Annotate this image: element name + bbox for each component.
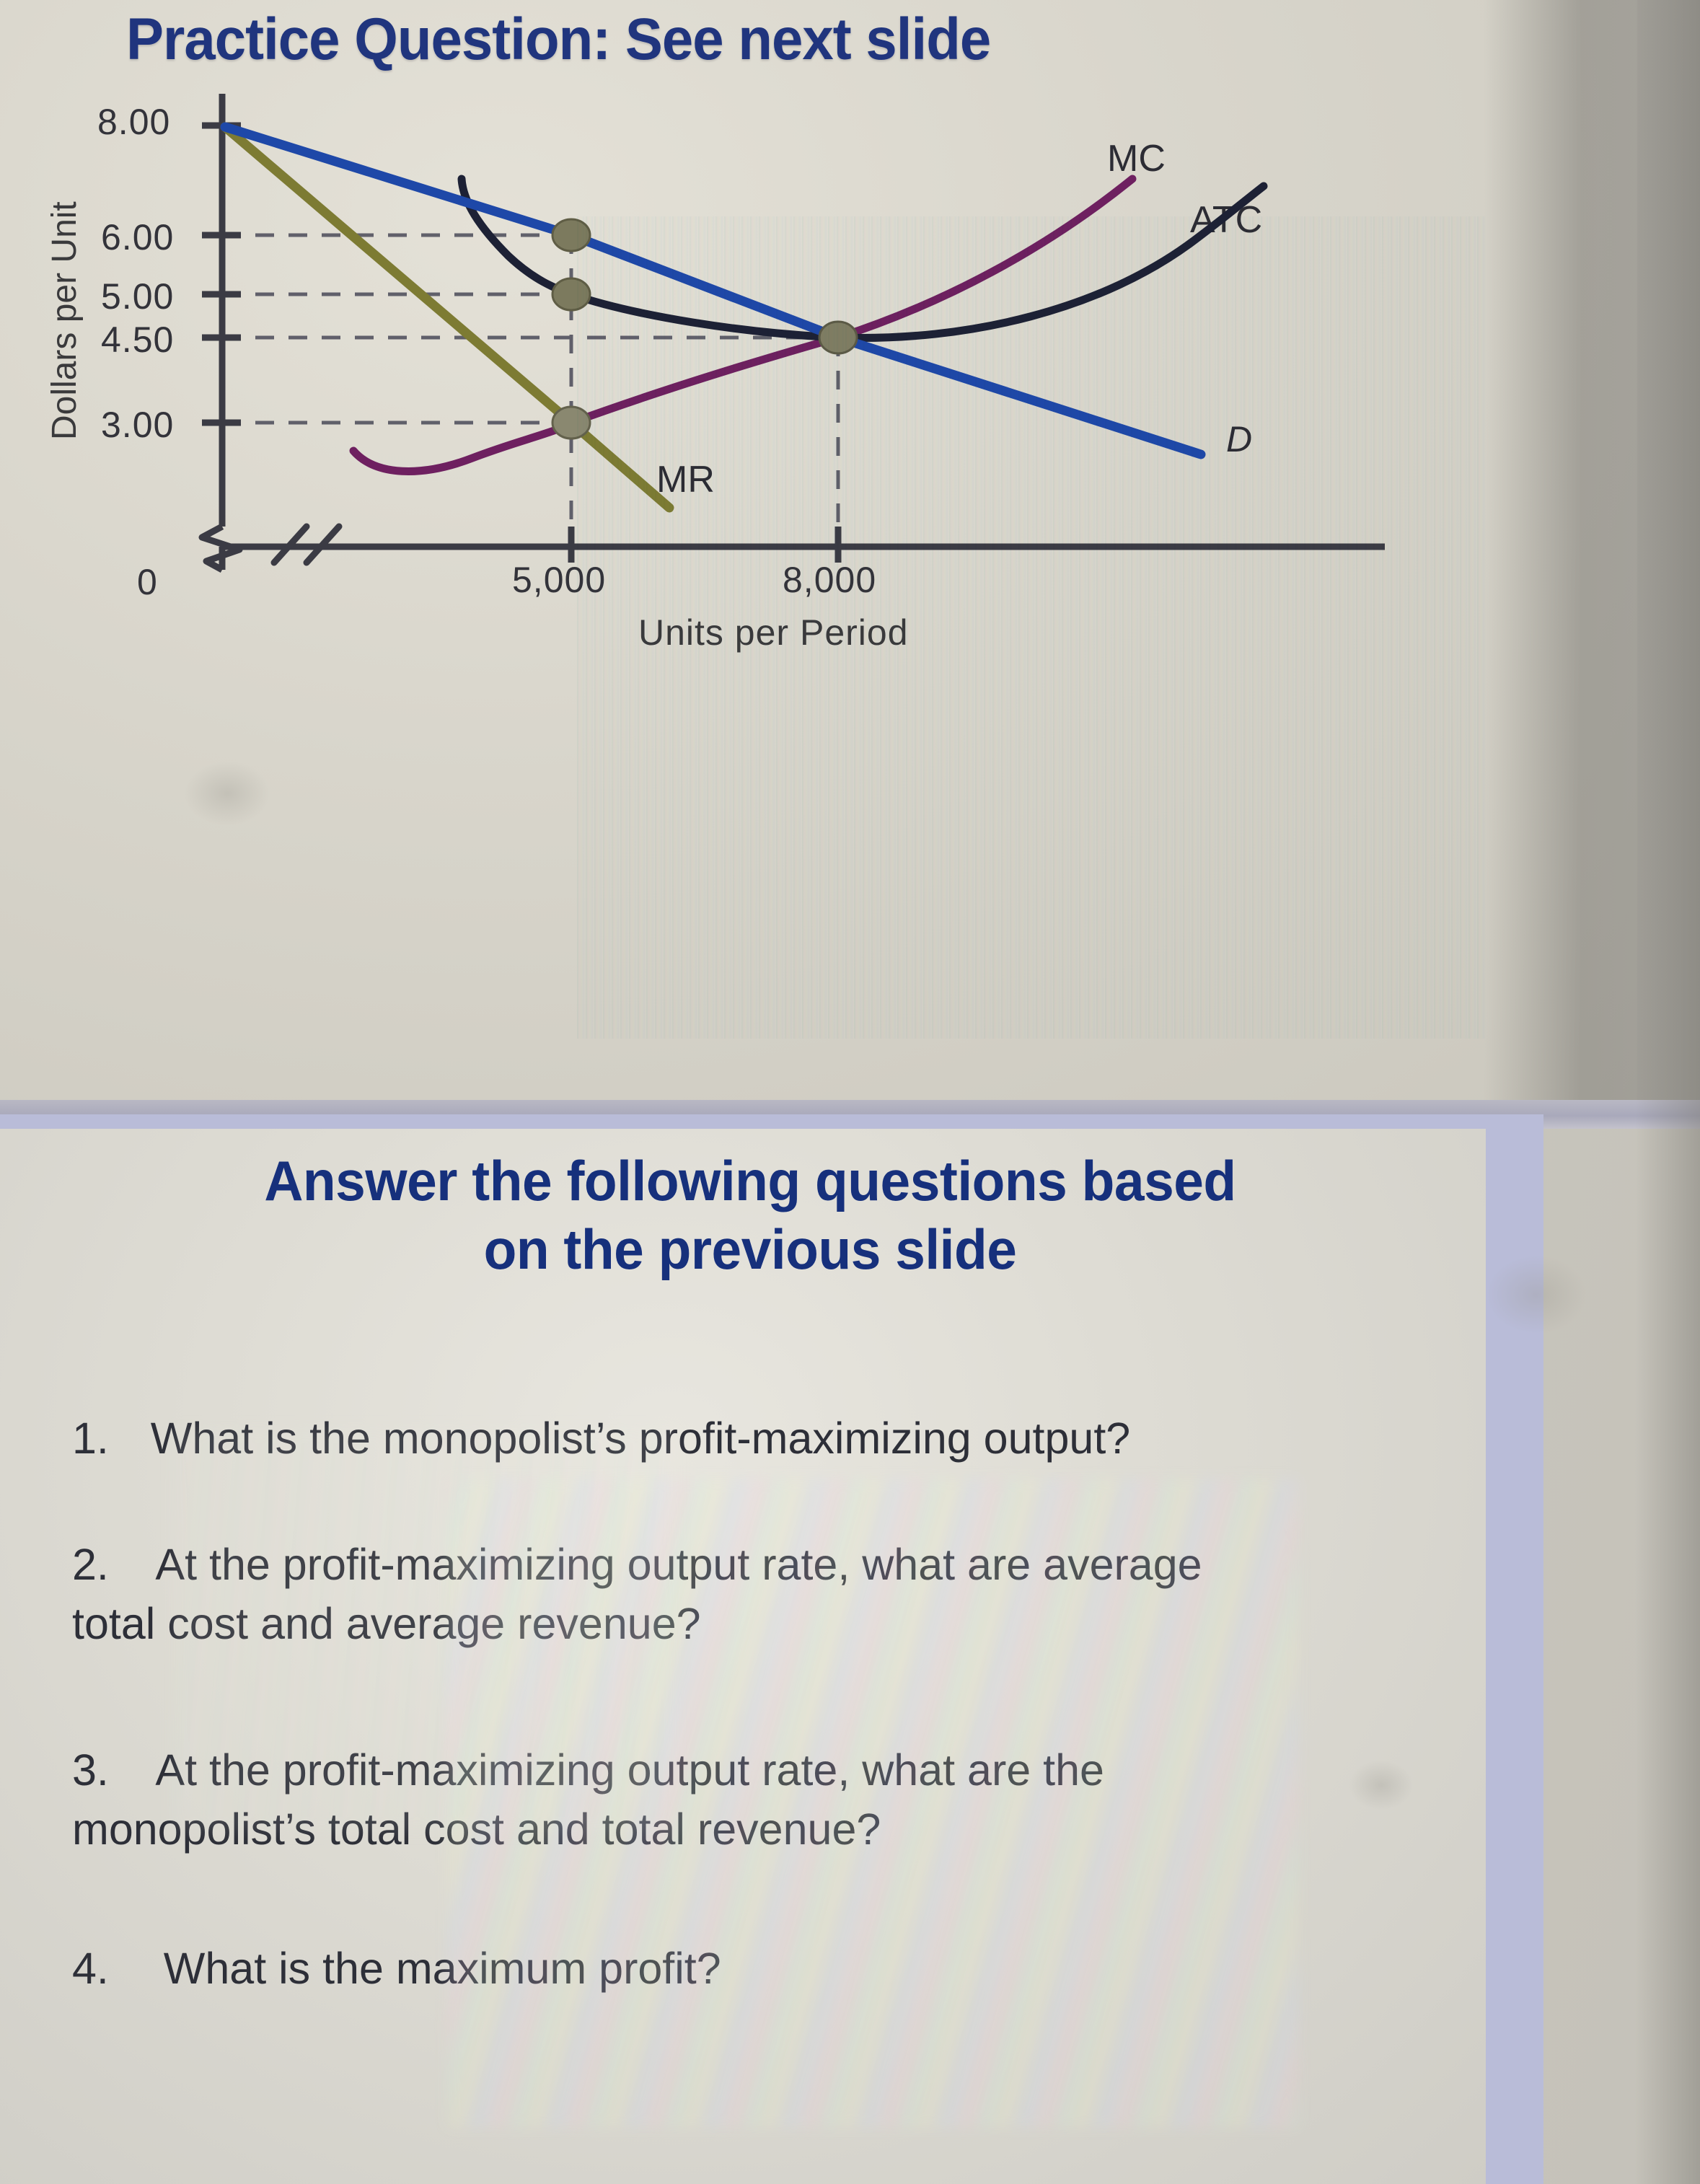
page-title: Practice Question: See next slide: [126, 6, 991, 72]
x-tick-label-5000: 5,000: [512, 560, 607, 600]
mr-curve: [220, 122, 674, 513]
question-3-text-1: At the profit-maximizing output rate, wh…: [155, 1745, 1104, 1795]
x-axis-break-mark: [270, 523, 343, 566]
top-slide: Practice Question: See next slide Dollar…: [0, 0, 1637, 1100]
demand-curve: [220, 122, 1206, 459]
question-3-line-1: 3. At the profit-maximizing output rate,…: [72, 1742, 1104, 1798]
question-3-number: 3.: [72, 1745, 109, 1795]
question-1: 1. What is the monopolist’s profit-maxim…: [72, 1410, 1130, 1466]
question-1-line-1: What is the monopolist’s profit-maximizi…: [150, 1414, 1131, 1463]
y-tick-label-6: 6.00: [101, 217, 175, 257]
x-axis-ticks: [568, 527, 842, 563]
question-2-text-1: At the profit-maximizing output rate, wh…: [155, 1540, 1202, 1589]
y-tick-label-8: 8.00: [97, 102, 171, 142]
bottom-slide: [0, 1129, 1486, 2184]
marker-5000-5: [551, 277, 591, 312]
curve-label-d: D: [1226, 419, 1253, 459]
right-edge-shadow: [1635, 0, 1700, 2184]
question-2-line-2: total cost and average revenue?: [72, 1599, 701, 1648]
question-4: 4. What is the maximum profit?: [72, 1940, 721, 1996]
atc-curve: [457, 175, 1268, 342]
marker-8000-4-50: [818, 320, 858, 355]
question-2-line-1: 2. At the profit-maximizing output rate,…: [72, 1536, 1202, 1593]
y-tick-label-5: 5.00: [101, 276, 175, 317]
chart-plot-svg: [198, 94, 1385, 573]
question-2-number: 2.: [72, 1540, 109, 1589]
marker-5000-6: [551, 218, 591, 252]
question-1-number: 1.: [72, 1414, 109, 1463]
x-origin-label: 0: [137, 562, 158, 602]
curve-label-mr: MR: [656, 459, 715, 501]
y-tick-label-4-50: 4.50: [101, 320, 175, 360]
mc-curve: [349, 175, 1137, 475]
x-tick-label-8000: 8,000: [783, 560, 877, 600]
intersection-markers: [551, 218, 858, 440]
y-tick-label-3: 3.00: [101, 405, 175, 445]
top-slide-content: Practice Question: See next slide Dollar…: [0, 0, 1637, 1100]
curve-label-mc: MC: [1107, 138, 1166, 180]
marker-5000-3: [551, 405, 591, 440]
monopoly-graph: Dollars per Unit 8.00 6.00 5.00 4.50 3.0…: [45, 94, 1536, 1089]
question-3-line-2: monopolist’s total cost and total revenu…: [72, 1805, 881, 1854]
x-axis-title: Units per Period: [638, 612, 909, 653]
answer-heading-line1: Answer the following questions based: [264, 1149, 1236, 1212]
question-4-number: 4.: [72, 1944, 109, 1993]
question-4-line-1: What is the maximum profit?: [163, 1944, 721, 1993]
answer-heading: Answer the following questions based on …: [92, 1147, 1408, 1284]
answer-heading-line2: on the previous slide: [483, 1218, 1017, 1282]
